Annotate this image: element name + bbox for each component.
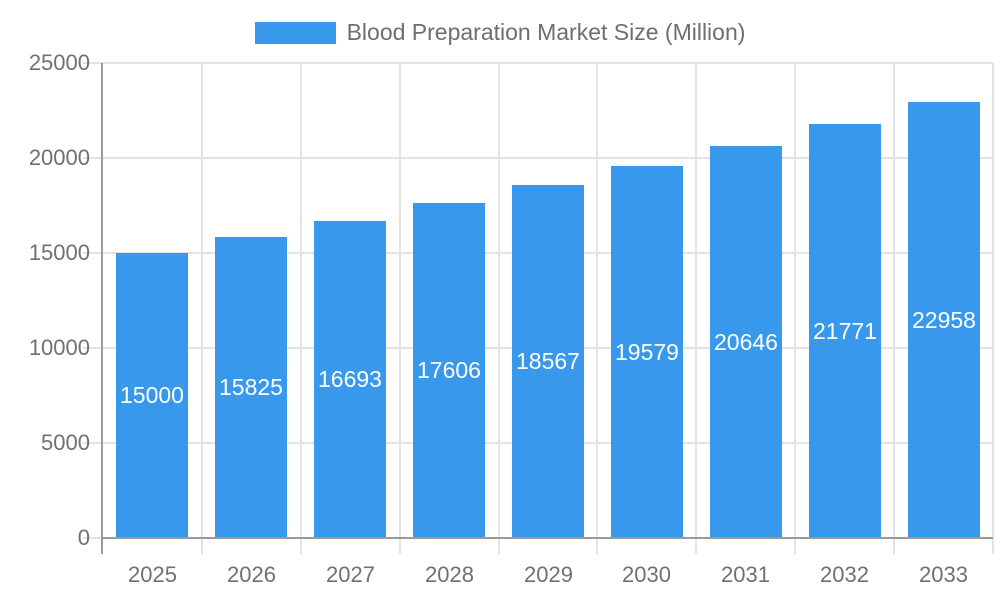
y-tick-mark: [83, 537, 103, 539]
x-axis-tick-label: 2029: [524, 562, 573, 587]
x-gridline: [596, 63, 598, 538]
bar: 16693: [314, 221, 386, 538]
bar-value-label: 19579: [615, 338, 679, 365]
bar-value-label: 15825: [219, 374, 283, 400]
bar: 18567: [512, 185, 584, 538]
bar-value-label: 22958: [912, 306, 976, 333]
bar: 21771: [809, 124, 881, 538]
x-axis-tick-label: 2028: [425, 562, 474, 587]
bar-value-label: 16693: [318, 366, 382, 392]
y-gridline: [83, 62, 993, 64]
x-tick-mark: [399, 538, 401, 554]
x-gridline: [498, 63, 500, 538]
x-gridline: [893, 63, 895, 538]
bar-value-label: 17606: [417, 357, 481, 383]
x-axis-tick-label: 2030: [622, 562, 671, 587]
bar-value-label: 15000: [120, 382, 184, 408]
x-tick-mark: [596, 538, 598, 554]
x-gridline: [399, 63, 401, 538]
x-axis-tick-label: 2031: [721, 562, 770, 587]
bar-value-label: 20646: [714, 328, 778, 355]
legend-label: Blood Preparation Market Size (Million): [346, 19, 746, 45]
x-tick-mark: [201, 538, 203, 554]
y-axis-tick-label: 25000: [28, 50, 90, 75]
x-gridline: [201, 63, 203, 538]
y-axis-tick-label: 0: [77, 525, 90, 550]
x-gridline: [794, 63, 796, 538]
y-gridline: [83, 157, 993, 159]
x-gridline: [695, 63, 697, 538]
x-axis-tick-label: 2033: [919, 562, 968, 587]
bar: 15000: [116, 253, 188, 538]
chart-legend[interactable]: Blood Preparation Market Size (Million): [0, 19, 1000, 46]
bar-value-label: 18567: [516, 348, 580, 374]
x-gridline: [300, 63, 302, 538]
x-tick-mark: [893, 538, 895, 554]
bar: 20646: [710, 146, 782, 538]
legend-swatch: [254, 21, 336, 44]
x-axis-tick-label: 2027: [326, 562, 375, 587]
y-axis-line: [101, 63, 103, 554]
x-tick-mark: [300, 538, 302, 554]
bar: 22958: [908, 102, 980, 538]
y-axis-tick-label: 15000: [28, 240, 90, 265]
x-axis-line: [101, 537, 993, 539]
x-tick-mark: [695, 538, 697, 554]
x-axis-tick-label: 2032: [820, 562, 869, 587]
plot-area: 15000 15825 16693 17606 18567 19579 20646 21771…: [83, 62, 994, 554]
y-axis-tick-label: 10000: [28, 335, 90, 360]
x-tick-mark: [498, 538, 500, 554]
x-axis-tick-label: 2025: [128, 562, 177, 587]
bar: 17606: [413, 203, 485, 538]
x-gridline: [992, 63, 994, 538]
x-axis-tick-label: 2026: [227, 562, 276, 587]
bar: 15825: [215, 237, 287, 538]
y-axis-tick-label: 5000: [41, 430, 90, 455]
x-tick-mark: [794, 538, 796, 554]
bar: 19579: [611, 166, 683, 538]
y-axis-tick-label: 20000: [28, 145, 90, 170]
x-tick-mark: [992, 538, 994, 554]
bar-value-label: 21771: [813, 317, 877, 344]
